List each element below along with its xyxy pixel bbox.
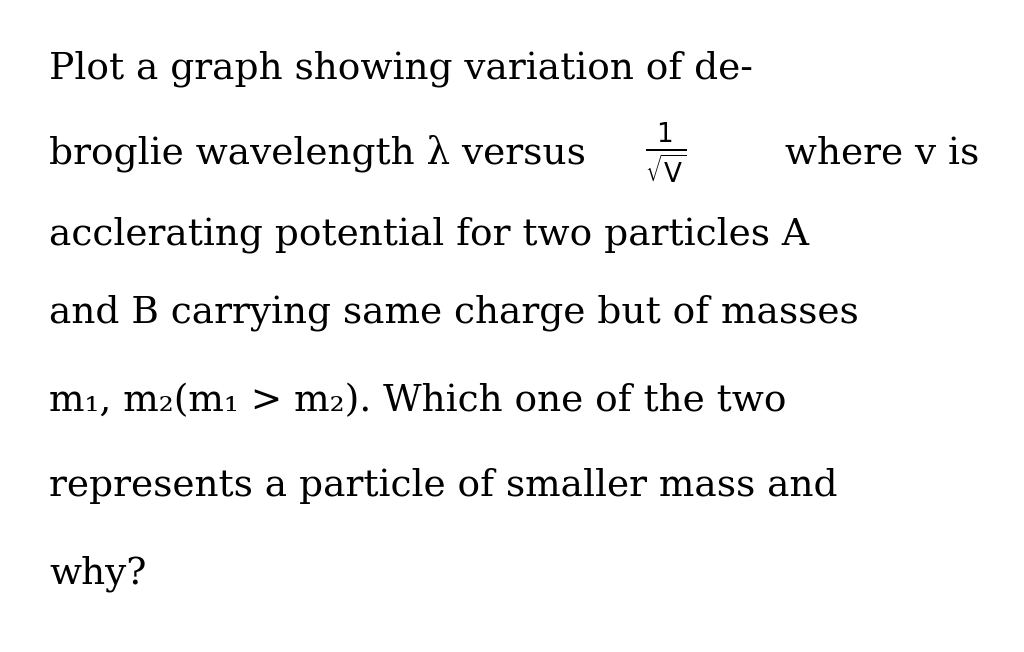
- Text: and B carrying same charge but of masses: and B carrying same charge but of masses: [49, 295, 859, 331]
- Text: m₁, m₂(m₁ > m₂). Which one of the two: m₁, m₂(m₁ > m₂). Which one of the two: [49, 383, 786, 419]
- Text: why?: why?: [49, 556, 146, 592]
- Text: represents a particle of smaller mass and: represents a particle of smaller mass an…: [49, 467, 838, 504]
- Text: Plot a graph showing variation of de-: Plot a graph showing variation of de-: [49, 50, 753, 87]
- Text: acclerating potential for two particles A: acclerating potential for two particles …: [49, 216, 809, 253]
- Text: where v is: where v is: [773, 135, 979, 171]
- Text: $\mathregular{\frac{1}{\sqrt{V}}}$: $\mathregular{\frac{1}{\sqrt{V}}}$: [645, 121, 687, 186]
- Text: broglie wavelength λ versus: broglie wavelength λ versus: [49, 134, 598, 172]
